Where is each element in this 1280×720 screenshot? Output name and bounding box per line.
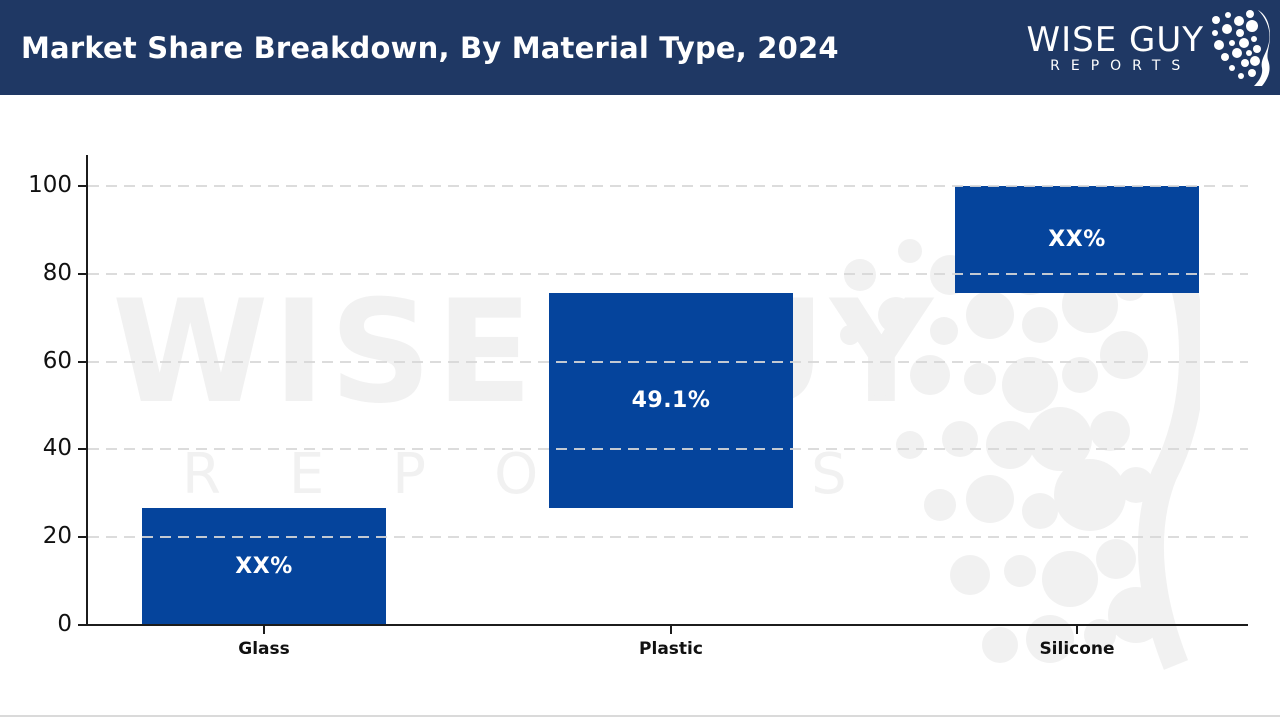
gridline-40 bbox=[88, 448, 1248, 451]
x-tick-plastic bbox=[670, 626, 672, 634]
y-tick-20 bbox=[78, 536, 86, 539]
x-tick-glass bbox=[263, 626, 265, 634]
y-tick-60 bbox=[78, 360, 86, 363]
y-tick-label-0: 0 bbox=[57, 611, 72, 637]
gridline-100 bbox=[88, 185, 1248, 187]
gridline-60 bbox=[88, 360, 1248, 363]
y-axis-line bbox=[86, 155, 88, 626]
bar-silicone: XX% bbox=[955, 186, 1199, 293]
bar-value-label: XX% bbox=[1048, 226, 1106, 252]
bar-value-label: XX% bbox=[235, 554, 293, 580]
watermark-wordmark: WISE GUY bbox=[112, 270, 937, 435]
logo-face-icon bbox=[1212, 9, 1270, 86]
logo-subtext: REPORTS bbox=[1050, 57, 1192, 74]
y-tick-label-100: 100 bbox=[28, 172, 72, 198]
page-title: Market Share Breakdown, By Material Type… bbox=[21, 30, 839, 65]
y-tick-0 bbox=[78, 624, 86, 626]
gridline-80 bbox=[88, 272, 1248, 275]
bar-glass: XX% bbox=[142, 508, 386, 625]
x-tick-label-plastic: Plastic bbox=[639, 639, 703, 659]
gridline-20 bbox=[88, 536, 1248, 539]
bar-value-label: 49.1% bbox=[631, 387, 711, 413]
y-tick-label-40: 40 bbox=[42, 435, 72, 462]
x-tick-label-silicone: Silicone bbox=[1039, 639, 1115, 659]
x-axis-line bbox=[86, 624, 1248, 626]
bottom-divider bbox=[0, 715, 1280, 717]
logo-wordmark: WISE GUY bbox=[1026, 19, 1204, 60]
y-tick-label-20: 20 bbox=[42, 523, 72, 550]
y-tick-label-80: 80 bbox=[42, 259, 72, 286]
y-tick-100 bbox=[78, 185, 86, 187]
y-tick-40 bbox=[78, 448, 86, 451]
x-tick-label-glass: Glass bbox=[238, 639, 290, 659]
y-tick-80 bbox=[78, 272, 86, 275]
y-tick-label-60: 60 bbox=[42, 347, 72, 374]
header-bar: Market Share Breakdown, By Material Type… bbox=[0, 0, 1280, 95]
logo-text: WISE GUY REPORTS bbox=[1026, 22, 1204, 74]
logo: WISE GUY REPORTS bbox=[1026, 8, 1280, 88]
x-tick-silicone bbox=[1076, 626, 1078, 634]
bar-plastic: 49.1% bbox=[549, 292, 793, 509]
